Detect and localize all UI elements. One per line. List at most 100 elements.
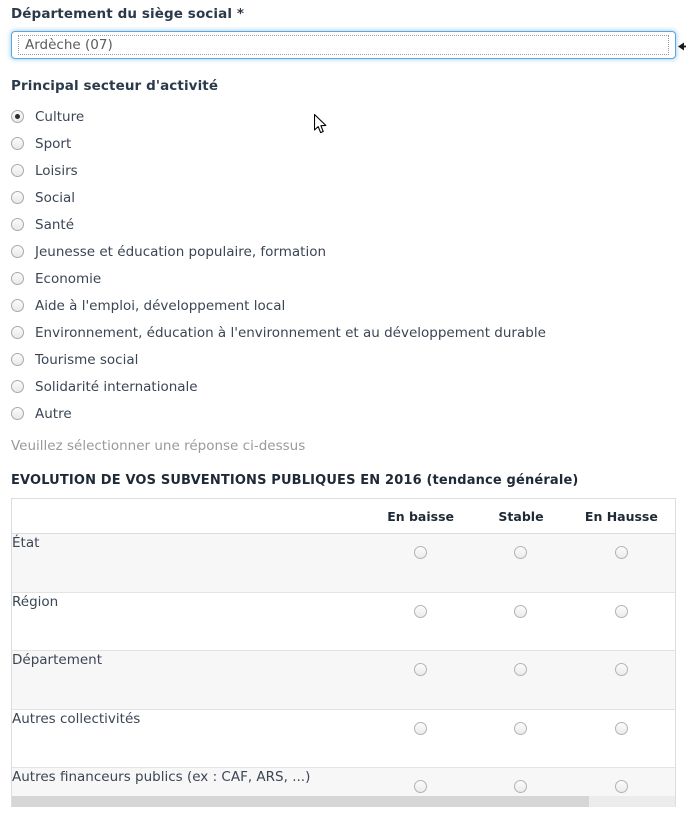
matrix-option-cell[interactable] (571, 592, 672, 651)
sector-radio-option[interactable]: Autre (11, 400, 689, 427)
scroll-right-arrow-icon[interactable] (676, 40, 687, 52)
matrix-radio-button[interactable] (614, 604, 628, 618)
matrix-radio-button[interactable] (414, 780, 428, 793)
sector-radio-label: Aide à l'emploi, développement local (35, 297, 286, 314)
matrix-radio-button[interactable] (514, 780, 528, 793)
radio-button[interactable] (11, 137, 24, 150)
radio-button[interactable] (11, 380, 24, 393)
matrix-radio-button[interactable] (614, 663, 628, 676)
sector-radio-option[interactable]: Santé (11, 211, 689, 238)
sector-helper-text: Veuillez sélectionner une réponse ci-des… (11, 438, 306, 454)
matrix-corner-cell (12, 499, 371, 534)
matrix-radio-button[interactable] (414, 663, 428, 676)
matrix-row: État (12, 533, 675, 593)
matrix-row-label: Région (12, 592, 371, 651)
matrix-option-cell[interactable] (671, 650, 675, 710)
matrix-option-cell[interactable] (671, 709, 675, 768)
radio-button[interactable] (11, 353, 24, 366)
matrix-row-label: Département (12, 650, 371, 710)
matrix-row: Département (12, 650, 675, 710)
matrix-option-cell[interactable] (671, 767, 675, 807)
matrix-option-cell[interactable] (470, 533, 572, 593)
sector-radio-option[interactable]: Environnement, éducation à l'environneme… (11, 319, 689, 346)
matrix-row: Région (12, 592, 675, 651)
matrix-horizontal-scrollbar[interactable] (12, 796, 675, 807)
matrix-option-cell[interactable] (571, 650, 672, 710)
sector-radio-label: Environnement, éducation à l'environneme… (35, 324, 546, 341)
sector-question-group: Principal secteur d'activité Culture Spor… (11, 59, 689, 455)
matrix-option-cell[interactable] (370, 650, 471, 710)
matrix-option-cell[interactable] (370, 592, 471, 651)
sector-radio-option[interactable]: Aide à l'emploi, développement local (11, 292, 689, 319)
sector-radio-option[interactable]: Sport (11, 130, 689, 157)
matrix-option-cell[interactable] (470, 709, 572, 768)
sector-radio-label: Loisirs (35, 162, 78, 179)
department-field-group: Département du siège social * Ardèche (0… (11, 0, 689, 59)
matrix-question-group: EVOLUTION DE VOS SUBVENTIONS PUBLIQUES E… (11, 455, 689, 807)
matrix-row-label: Autres collectivités (12, 709, 371, 768)
matrix-option-cell[interactable] (671, 533, 675, 593)
radio-button[interactable] (11, 164, 24, 177)
radio-button-checked[interactable] (11, 110, 24, 123)
matrix-option-cell[interactable] (671, 592, 675, 651)
sector-radio-list: Culture Sport Loisirs Social Santé Jeunesse e… (11, 94, 689, 427)
radio-button[interactable] (11, 326, 24, 339)
matrix-option-cell[interactable] (571, 533, 672, 593)
matrix-column-header: Stable (470, 499, 572, 534)
matrix-option-cell[interactable] (470, 592, 572, 651)
sector-radio-option[interactable]: Economie (11, 265, 689, 292)
sector-radio-label: Tourisme social (35, 351, 139, 368)
sector-radio-option[interactable]: Loisirs (11, 157, 689, 184)
sector-radio-option[interactable]: Tourisme social (11, 346, 689, 373)
matrix-scrollbar-thumb[interactable] (12, 796, 589, 807)
department-field-label: Département du siège social * (11, 6, 245, 22)
radio-button[interactable] (11, 299, 24, 312)
matrix-column-header: En baisse (370, 499, 471, 534)
department-select-value: Ardèche (07) (25, 37, 113, 53)
matrix-radio-button[interactable] (514, 663, 528, 676)
department-select[interactable]: Ardèche (07) (11, 31, 676, 59)
matrix-option-cell[interactable] (470, 650, 572, 710)
sector-radio-option[interactable]: Jeunesse et éducation populaire, formati… (11, 238, 689, 265)
sector-radio-label: Culture (35, 108, 85, 125)
matrix-option-cell[interactable] (370, 533, 471, 593)
sector-radio-label: Sport (35, 135, 72, 152)
matrix-option-cell[interactable] (370, 709, 471, 768)
matrix-column-header: En Hausse (571, 499, 672, 534)
matrix-row-label: État (12, 533, 371, 593)
matrix-radio-button[interactable] (514, 546, 528, 559)
matrix-radio-button[interactable] (414, 546, 428, 559)
matrix-option-cell[interactable] (571, 709, 672, 768)
matrix-radio-button[interactable] (614, 546, 628, 559)
matrix-radio-button[interactable] (514, 604, 528, 618)
sector-radio-label: Economie (35, 270, 102, 287)
matrix-column-header: Ne sait pas (671, 499, 675, 534)
matrix-radio-button[interactable] (614, 721, 628, 735)
matrix-table-body: État Région Département Autres collectivité… (12, 533, 675, 807)
sector-radio-label: Jeunesse et éducation populaire, formati… (35, 243, 327, 260)
sector-radio-option[interactable]: Solidarité internationale (11, 373, 689, 400)
radio-button[interactable] (11, 191, 24, 204)
radio-button[interactable] (11, 407, 24, 420)
sector-radio-label: Social (35, 189, 76, 206)
radio-button[interactable] (11, 272, 24, 285)
radio-button[interactable] (11, 245, 24, 258)
matrix-row-label: Autres financeurs publics (ex : CAF, ARS… (12, 767, 371, 807)
radio-button[interactable] (11, 218, 24, 231)
matrix-radio-button[interactable] (514, 721, 528, 735)
matrix-row: Autres collectivités (12, 709, 675, 768)
matrix-radio-button[interactable] (414, 604, 428, 618)
department-select-focus-ring: Ardèche (07) (18, 35, 669, 55)
matrix-radio-button[interactable] (414, 721, 428, 735)
sector-radio-option[interactable]: Culture (11, 103, 689, 130)
sector-radio-label: Autre (35, 405, 72, 422)
matrix-radio-button[interactable] (614, 780, 628, 793)
sector-question-heading: Principal secteur d'activité (11, 78, 219, 94)
sector-radio-label: Santé (35, 216, 74, 233)
sector-radio-option[interactable]: Social (11, 184, 689, 211)
sector-radio-label: Solidarité internationale (35, 378, 198, 395)
